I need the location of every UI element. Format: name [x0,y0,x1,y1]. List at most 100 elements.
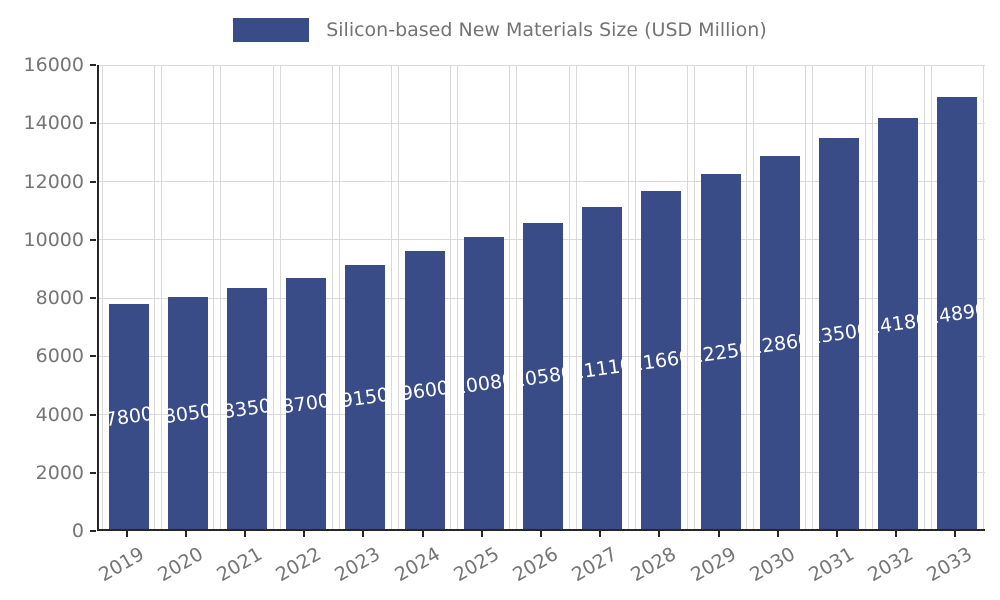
y-tick-mark [90,530,96,532]
x-gridline [930,65,932,529]
y-gridline [99,65,985,66]
bar-2023: 9150 [345,264,386,529]
x-gridline [391,65,392,529]
bar-value-label: 11660 [641,346,682,377]
x-tick-mark [895,531,898,537]
x-tick-mark [776,531,779,537]
x-gridline [687,65,688,529]
y-tick-label: 8000 [35,287,84,309]
bar-2024: 9600 [404,251,445,529]
x-tick-mark [362,531,365,537]
y-tick-label: 14000 [23,112,84,135]
x-tick-mark [480,531,483,537]
y-tick-label: 2000 [35,461,84,484]
x-tick-mark [717,531,720,537]
x-gridline [516,65,518,529]
x-tick-mark [421,531,424,537]
bar-2032: 14180 [878,118,919,529]
x-tick-mark [184,531,187,537]
x-gridline [161,65,163,529]
x-gridline [923,65,925,529]
x-gridline [457,65,459,529]
x-gridline [805,65,807,529]
bar-value-label: 8350 [227,395,267,424]
y-tick-label: 4000 [35,403,84,426]
y-tick-mark [90,413,96,416]
bar-2031: 13500 [819,137,859,529]
bar-value-label: 12250 [700,337,741,368]
bar-value-label: 8050 [167,399,208,429]
bar-2020: 8050 [167,296,208,529]
x-tick-mark [954,531,957,537]
y-tick-label: 16000 [23,54,84,76]
x-gridline [634,65,636,529]
bar-value-label: 8700 [286,390,327,419]
bar-value-label: 12860 [759,328,800,359]
bar-2022: 8700 [286,277,327,529]
x-tick-mark [303,531,306,537]
bar-value-label: 14180 [878,309,919,340]
x-gridline [213,65,215,529]
x-gridline [338,65,340,529]
y-tick-mark [90,297,96,299]
legend-label: Silicon-based New Materials Size (USD Mi… [326,19,767,41]
bar-2025: 10080 [463,237,504,529]
bar-2030: 12860 [759,156,800,529]
x-gridline [627,65,629,529]
bar-value-label: 10080 [463,369,504,400]
x-gridline [575,65,577,529]
bar-value-label: 11110 [582,354,623,385]
y-tick-label: 10000 [23,228,84,251]
y-tick-mark [90,64,96,66]
x-gridline [746,65,748,529]
x-gridline [102,65,103,529]
x-gridline [272,65,274,529]
x-gridline [753,65,755,529]
y-tick-mark [90,238,96,241]
x-gridline [331,65,333,529]
y-tick-mark [90,471,96,474]
bar-2029: 12250 [700,174,741,529]
y-tick-mark [90,355,96,358]
legend: Silicon-based New Materials Size (USD Mi… [0,14,1000,46]
bar-2021: 8350 [227,287,267,529]
x-tick-mark [658,531,661,537]
x-gridline [983,65,984,529]
y-tick-label: 12000 [23,170,84,193]
bar-2033: 14890 [937,97,978,529]
x-gridline [154,65,156,529]
bar-value-label: 14890 [937,299,978,330]
x-gridline [812,65,814,529]
x-gridline [220,65,222,529]
bar-2027: 11110 [582,207,623,529]
x-gridline [694,65,695,529]
x-gridline [450,65,452,529]
bar-value-label: 10580 [523,361,563,393]
y-tick-mark [90,122,96,125]
bar-value-label: 7800 [108,403,149,432]
y-tick-mark [90,180,96,183]
x-gridline [871,65,873,529]
x-gridline [509,65,511,529]
x-tick-mark [599,531,602,537]
y-tick-label: 6000 [35,345,84,368]
x-gridline [398,65,399,529]
bar-value-label: 9600 [404,376,445,406]
legend-swatch [233,18,310,42]
bar-2026: 10580 [523,222,563,529]
x-gridline [864,65,866,529]
plot-area: 7800 8050 8350 8700 9150 9600 10080 10580 11110 1… [97,65,985,531]
bar-2019: 7800 [108,303,149,529]
y-tick-label: 0 [71,520,84,542]
x-tick-mark [540,531,542,537]
bar-2028: 11660 [641,191,682,529]
x-gridline [568,65,570,529]
x-gridline [279,65,281,529]
bar-value-label: 9150 [345,383,386,412]
y-gridline [99,122,985,124]
x-tick-mark [125,531,128,537]
bar-value-label: 13500 [819,319,859,350]
x-tick-mark [836,531,838,537]
x-tick-mark [244,531,246,537]
